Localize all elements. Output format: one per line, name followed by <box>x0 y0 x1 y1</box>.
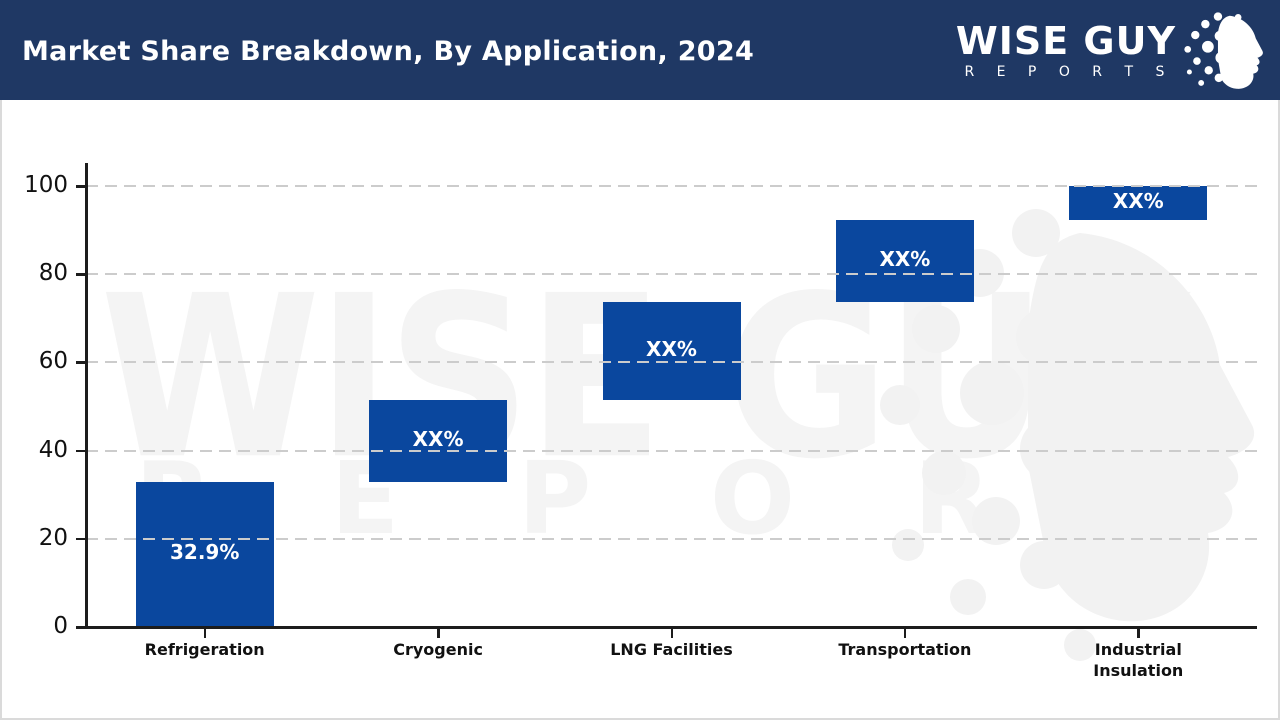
logo-text: WISE GUY R E P O R T S <box>955 19 1176 80</box>
y-tick-label-60: 60 <box>38 348 68 375</box>
y-tick-label-0: 0 <box>53 613 68 639</box>
x-axis-label-0: Refrigeration <box>144 640 265 659</box>
x-tick-4 <box>1137 629 1140 638</box>
logo-head-icon <box>1184 12 1263 89</box>
bar-industrial-insulation <box>1069 186 1208 220</box>
y-tick-80 <box>76 273 85 276</box>
chart-title: Market Share Breakdown, By Application, … <box>22 36 755 67</box>
y-tick-40 <box>76 449 85 453</box>
x-axis-line <box>85 626 1257 629</box>
y-tick-label-20: 20 <box>38 524 68 551</box>
bar-cryogenic <box>369 399 508 482</box>
x-tick-0 <box>203 629 207 638</box>
bar-lng-facilities <box>602 301 741 400</box>
y-tick-label-100: 100 <box>24 172 68 198</box>
x-tick-3 <box>903 629 907 638</box>
y-axis-line <box>85 163 88 628</box>
bar-value-label: XX% <box>646 336 697 361</box>
x-axis-label-1: Cryogenic <box>393 640 483 659</box>
gridline-100 <box>86 185 1257 187</box>
gridline-40 <box>86 449 1257 452</box>
waterfall-chart: 0 20 40 60 80 100 32.9% Refrigeration XX% Cryogen… <box>24 163 1257 680</box>
logo-subtext: R E P O R T S <box>964 63 1174 80</box>
gridline-60 <box>86 361 1257 364</box>
bar-refrigeration <box>135 481 274 627</box>
y-tick-100 <box>76 185 85 188</box>
x-axis-label-3: Transportation <box>838 640 972 659</box>
wise-guy-logo: WISE GUY R E P O R T S <box>956 6 1266 96</box>
header: Market Share Breakdown, By Application, … <box>0 0 1280 100</box>
bar-value-label: 32.9% <box>169 540 240 565</box>
y-tick-0 <box>76 626 85 629</box>
logo-wordmark: WISE GUY <box>955 19 1176 64</box>
y-tick-20 <box>76 537 85 541</box>
gridline-80 <box>86 273 1257 276</box>
x-tick-2 <box>670 629 673 638</box>
x-axis-label-2: LNG Facilities <box>610 640 733 659</box>
x-tick-1 <box>437 629 440 638</box>
bar-value-label: XX% <box>412 426 464 451</box>
y-tick-60 <box>76 361 85 364</box>
x-axis-label-4: Industrial Insulation <box>1093 640 1184 680</box>
bar-value-label: XX% <box>1112 188 1164 213</box>
bar-value-label: XX% <box>879 246 931 271</box>
gridline-20 <box>86 537 1257 540</box>
y-tick-label-40: 40 <box>38 436 68 463</box>
y-tick-label-80: 80 <box>38 260 68 287</box>
